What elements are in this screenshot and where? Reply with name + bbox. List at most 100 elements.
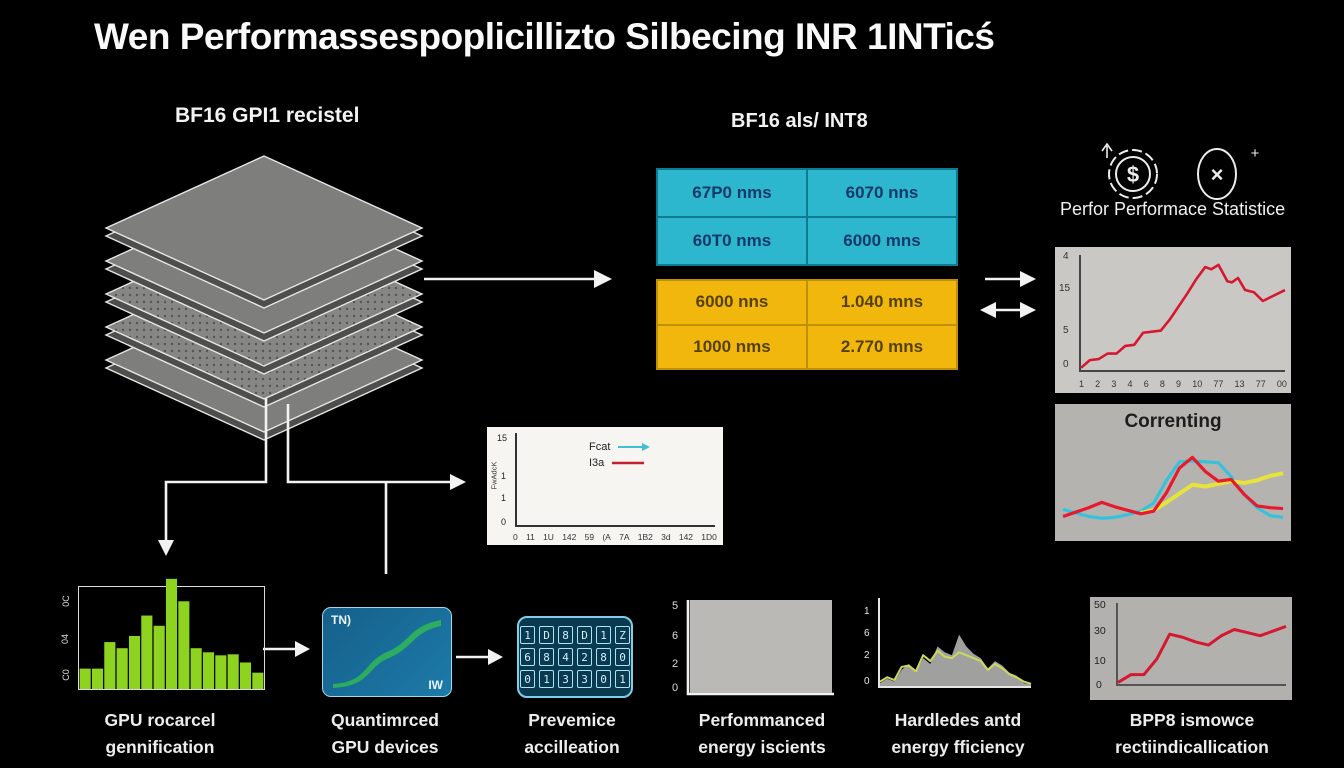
table-cell: 6070 nns bbox=[808, 170, 956, 216]
x-tick: 142 bbox=[562, 532, 577, 542]
pixel-cell: Z bbox=[615, 626, 630, 644]
y-tick: 0 bbox=[1096, 679, 1102, 691]
correnting-chart: Correnting bbox=[1055, 404, 1291, 541]
y-axis-label: FwAdcK bbox=[489, 461, 499, 490]
y-tick: C0 bbox=[60, 669, 71, 681]
dual-peak-chart: FwAdcK 15 1 1 0 0 11 1U 142 59 (A 7A 1B2… bbox=[487, 427, 723, 545]
arrow-double-right bbox=[1020, 302, 1036, 318]
heading-bf16-gpi1: BF16 GPI1 recistel bbox=[175, 104, 360, 127]
y-tick: 0 bbox=[501, 517, 507, 527]
pixel-cell: 1 bbox=[596, 626, 611, 644]
pixel-cell: 8 bbox=[596, 648, 611, 666]
mountain-area-chart: 1 6 2 0 bbox=[860, 594, 1035, 700]
x-tick: 1U bbox=[543, 532, 554, 542]
pixel-cell: D bbox=[539, 626, 554, 644]
x-tick: 10 bbox=[1192, 379, 1203, 389]
bf16-table-cyan: 67P0 nms 6070 nns 60T0 nms 6000 mns bbox=[656, 168, 958, 266]
x-tick: 1B2 bbox=[637, 532, 653, 542]
y-tick: 10 bbox=[1094, 655, 1106, 667]
y-tick: 50 bbox=[1094, 599, 1106, 611]
sigmoid-curve bbox=[333, 620, 441, 688]
int8-table-yellow: 6000 nns 1.040 mns 1000 nms 2.770 mns bbox=[656, 279, 958, 370]
y-tick: 15 bbox=[497, 433, 508, 443]
x-tick: 59 bbox=[584, 532, 595, 542]
pixel-cell: 1 bbox=[615, 670, 630, 688]
x-tick: 1D0 bbox=[701, 532, 717, 542]
x-tick: 00 bbox=[1276, 379, 1287, 389]
arrow-hist-to-bluebox bbox=[295, 641, 310, 657]
gpu-histogram: 0C 04 C0 bbox=[60, 578, 267, 704]
caption-mountain: Hardledes antd energy fficiency bbox=[891, 710, 1025, 757]
x-tick: 9 bbox=[1176, 379, 1182, 389]
legend-line-swatch bbox=[612, 461, 645, 465]
table-cell: 2.770 mns bbox=[808, 325, 956, 368]
pixel-cell: 6 bbox=[520, 648, 535, 666]
arrow-bluebox-to-grid bbox=[488, 649, 503, 665]
legend-label: I3a bbox=[589, 457, 605, 469]
pixel-cell: D bbox=[577, 626, 592, 644]
y-tick: 04 bbox=[60, 633, 71, 645]
caption-pixel-grid: Prevemice accilleation bbox=[524, 710, 620, 757]
perf-stats-label: Perfor Performace Statistice bbox=[1060, 199, 1286, 219]
y-tick: 0 bbox=[672, 682, 679, 694]
table-cell: 6000 nns bbox=[658, 281, 806, 324]
x-tick: 142 bbox=[678, 532, 694, 542]
x-tick: 0 bbox=[513, 532, 518, 542]
y-tick: 0 bbox=[864, 676, 870, 687]
pixel-cell: 8 bbox=[539, 648, 554, 666]
chart-title: Correnting bbox=[1124, 411, 1222, 432]
y-tick: 2 bbox=[672, 658, 679, 670]
y-tick: 4 bbox=[1063, 251, 1069, 262]
pixel-cell: 0 bbox=[520, 670, 535, 688]
multiply-icon: × bbox=[1211, 162, 1224, 187]
x-tick: 77 bbox=[1255, 379, 1266, 389]
x-tick: 3 bbox=[1111, 379, 1117, 389]
pixel-cell: 8 bbox=[558, 626, 573, 644]
y-tick: 30 bbox=[1094, 625, 1106, 637]
coin-icon bbox=[1108, 149, 1158, 199]
table-cell: 1.040 mns bbox=[808, 281, 956, 324]
caption-bpp8: BPP8 ismowce rectiindicallication bbox=[1115, 710, 1269, 757]
x-tick: (A bbox=[602, 532, 611, 542]
arrow-to-dualpeak-chart bbox=[450, 474, 466, 490]
y-tick: 5 bbox=[672, 600, 679, 612]
caption-gpu-histogram: GPU rocarcel gennification bbox=[104, 710, 216, 757]
x-tick: 4 bbox=[1127, 379, 1133, 389]
empty-gray-panel bbox=[690, 600, 832, 693]
quantized-gpu-box: TN) IW bbox=[322, 607, 452, 697]
x-tick: 13 bbox=[1234, 379, 1245, 389]
pixel-cell: 4 bbox=[558, 648, 573, 666]
pixel-cell: 3 bbox=[577, 670, 592, 688]
plus-icon: + bbox=[1251, 145, 1260, 162]
table-cell: 60T0 nms bbox=[658, 218, 806, 264]
y-tick: 1 bbox=[864, 606, 870, 617]
y-tick: 2 bbox=[864, 650, 870, 661]
dollar-icon: $ bbox=[1127, 162, 1139, 187]
caption-energy-panel: Perfommanced energy iscients bbox=[698, 710, 826, 757]
multiply-oval-icon bbox=[1197, 148, 1237, 200]
y-tick: 0 bbox=[1063, 359, 1069, 370]
stat-icons: $ × + bbox=[1101, 142, 1260, 200]
table-cell: 6000 mns bbox=[808, 218, 956, 264]
y-tick: 5 bbox=[1063, 325, 1069, 336]
y-tick: 6 bbox=[672, 630, 679, 642]
pixel-cell: 2 bbox=[577, 648, 592, 666]
pixel-cell: 0 bbox=[615, 648, 630, 666]
arrow-stack-to-table bbox=[594, 270, 612, 288]
y-tick: 15 bbox=[1059, 283, 1071, 294]
cursor-arrow-icon bbox=[1101, 142, 1113, 158]
box-label-tl: TN) bbox=[331, 613, 351, 627]
performance-line-chart: 4 15 5 0 1 2 3 4 6 8 9 10 77 13 77 00 bbox=[1055, 247, 1291, 393]
x-tick: 6 bbox=[1143, 379, 1149, 389]
pixel-cell: 3 bbox=[558, 670, 573, 688]
layer-stack-diagram bbox=[104, 155, 424, 441]
bpp8-line-chart: 50 30 10 0 bbox=[1090, 597, 1292, 700]
pixel-cell: 1 bbox=[520, 626, 535, 644]
y-tick: 1 bbox=[501, 493, 507, 503]
x-tick: 77 bbox=[1213, 379, 1224, 389]
pixel-cell: 0 bbox=[596, 670, 611, 688]
x-tick: 11 bbox=[525, 532, 535, 542]
